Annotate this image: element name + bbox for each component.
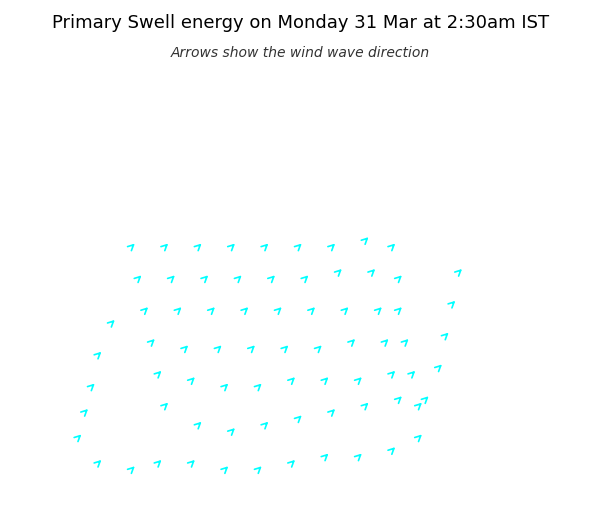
Text: Primary Swell energy on Monday 31 Mar at 2:30am IST: Primary Swell energy on Monday 31 Mar at…: [52, 14, 549, 32]
Text: Arrows show the wind wave direction: Arrows show the wind wave direction: [171, 46, 430, 60]
